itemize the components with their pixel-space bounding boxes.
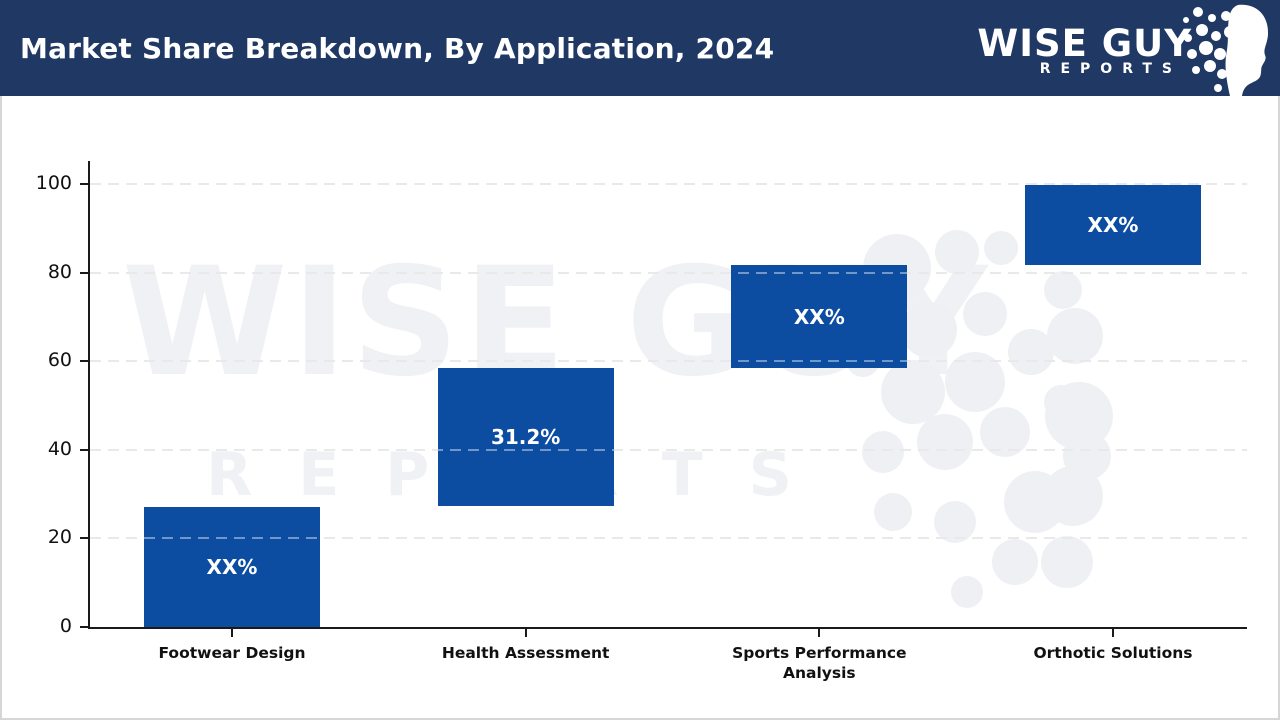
bar-value-label: XX%	[793, 304, 845, 329]
gridline	[90, 183, 1247, 185]
y-tick-mark	[80, 537, 88, 540]
gridline	[90, 271, 1247, 274]
x-tick-mark	[1112, 629, 1114, 637]
report-header: Market Share Breakdown, By Application, …	[0, 0, 1280, 96]
bar-segment: XX%	[144, 506, 320, 627]
y-tick-label: 80	[47, 260, 72, 283]
bar-value-label: 31.2%	[490, 425, 561, 450]
x-category-label: Orthotic Solutions	[1033, 644, 1193, 662]
x-tick-mark	[524, 629, 527, 637]
bar-value-label: XX%	[206, 554, 258, 579]
gridline-overlay	[90, 183, 1247, 185]
gridline-overlay	[90, 271, 1247, 274]
y-tick-mark	[80, 183, 88, 185]
bar-value-label: XX%	[1087, 212, 1139, 237]
gridline-overlay	[90, 360, 1247, 363]
wiseguy-logo: WISE GUY REPORTS	[977, 0, 1270, 96]
y-tick-label: 100	[35, 172, 72, 194]
y-tick-label: 20	[47, 526, 72, 549]
bar-segment: XX%	[731, 265, 908, 369]
x-category-label: Footwear Design	[158, 644, 306, 662]
y-tick-label: 0	[59, 615, 72, 637]
x-axis-line	[88, 627, 1247, 629]
y-tick-mark	[80, 448, 88, 451]
y-axis-line	[88, 161, 90, 629]
logo-face-icon	[1183, 4, 1269, 96]
y-tick-mark	[80, 626, 88, 628]
logo-subtext: REPORTS	[1039, 61, 1182, 77]
chart-canvas: WISE GUY REPORTS 020406080100XX%Footwear…	[0, 96, 1280, 720]
watermark-face-icon	[846, 230, 1113, 608]
y-tick-label: 60	[47, 349, 72, 372]
x-category-label: Sports Performance Analysis	[732, 644, 907, 683]
x-tick-mark	[231, 629, 233, 637]
plot-area: 0 20 40 60 80 100 XX% Footwear Design 31.2% Healt…	[36, 161, 1247, 682]
x-category-label: Health Assessment	[441, 644, 610, 662]
page-title: Market Share Breakdown, By Application, …	[20, 31, 775, 65]
gridline-overlay	[90, 448, 1247, 451]
x-tick-mark	[818, 629, 821, 637]
y-tick-mark	[80, 360, 88, 363]
gridline-overlay	[90, 537, 1247, 540]
gridline	[90, 448, 1247, 451]
gridline	[90, 360, 1247, 363]
gridline	[90, 537, 1247, 540]
y-tick-label: 40	[47, 437, 72, 460]
logo-wordmark: WISE GUY	[977, 22, 1192, 65]
bar-segment: 31.2%	[437, 368, 614, 507]
y-tick-mark	[80, 271, 88, 274]
bar-segment: XX%	[1025, 184, 1201, 266]
